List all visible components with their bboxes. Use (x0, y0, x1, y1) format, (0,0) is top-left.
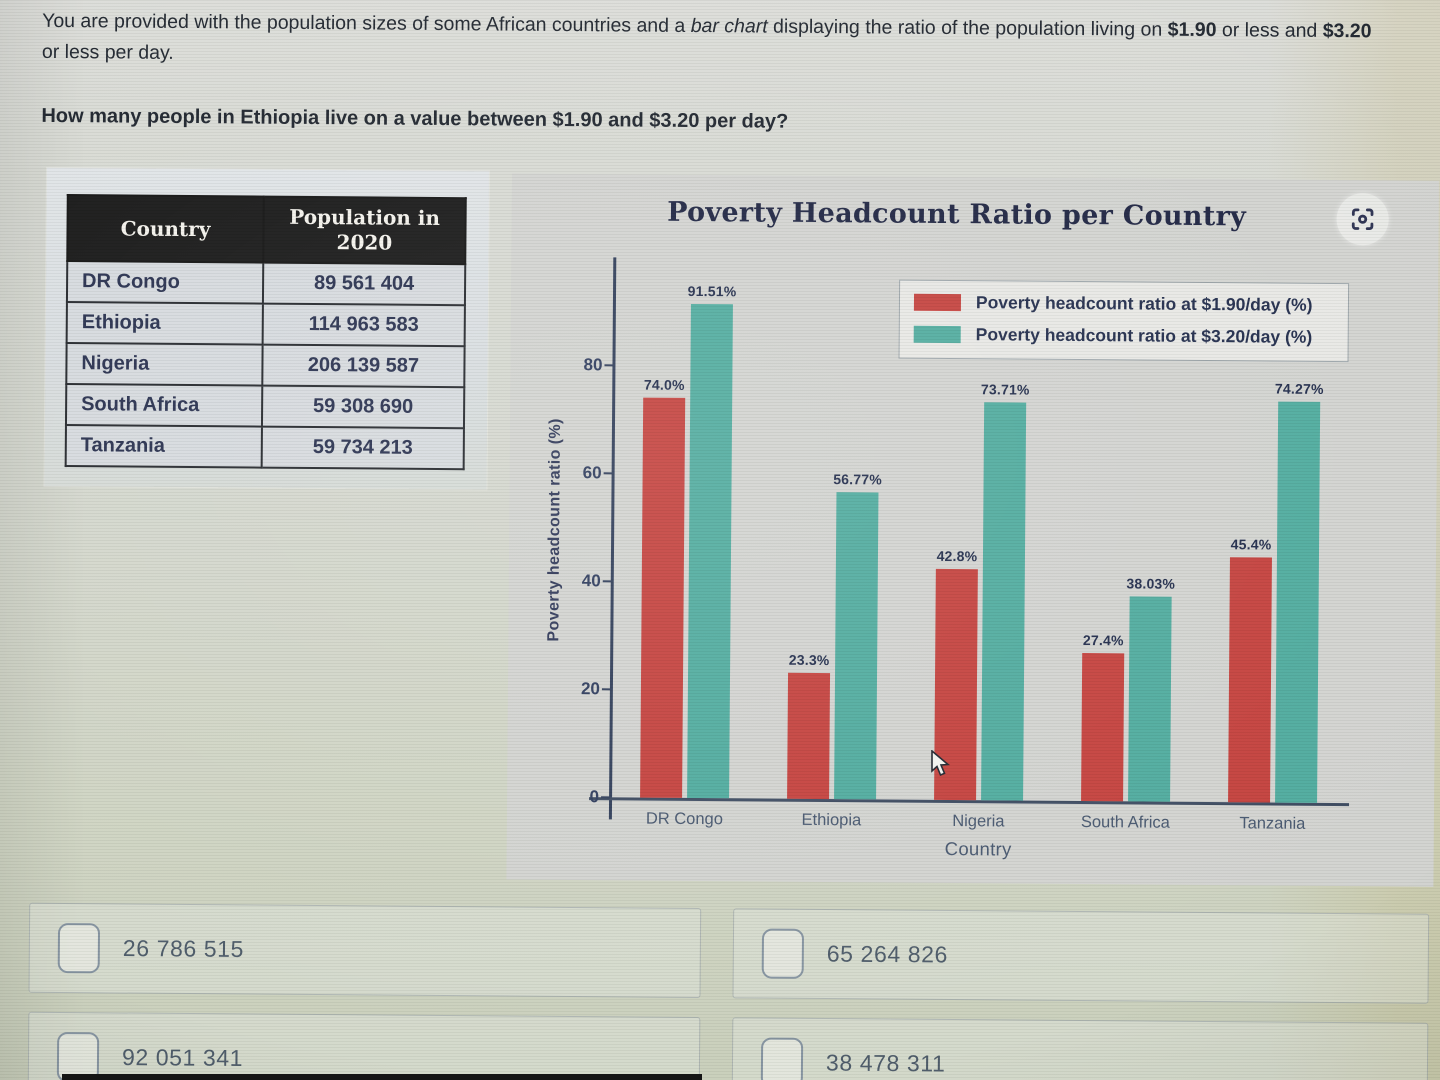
answer-checkbox[interactable] (760, 1037, 804, 1080)
answer-option-4[interactable]: 38 478 311 (731, 1017, 1429, 1080)
bar-dr-congo-1-90 (640, 397, 686, 798)
population-cell: 59 308 690 (261, 385, 465, 429)
answer-checkbox[interactable] (56, 1032, 100, 1080)
answer-label: 26 786 515 (122, 935, 245, 962)
answer-label: 92 051 341 (121, 1044, 244, 1071)
intro-text: displaying the ratio of the population l… (767, 15, 1168, 41)
answer-option-1[interactable]: 26 786 515 (28, 902, 702, 999)
y-tick-label-60: 60 (582, 463, 602, 483)
question-prompt: How many people in Ethiopia live on a va… (41, 104, 789, 133)
legend-label: Poverty headcount ratio at $1.90/day (%) (976, 292, 1313, 316)
bar-south-africa-1-90 (1081, 653, 1125, 802)
legend-item-3-20: Poverty headcount ratio at $3.20/day (%) (913, 324, 1334, 348)
question-block: You are provided with the population siz… (41, 6, 1372, 138)
bar-ethiopia-3-20 (834, 492, 879, 800)
amount-1-90: $1.90 (1167, 18, 1217, 42)
population-table: Country Population in 2020 DR Congo 89 56… (65, 194, 467, 470)
x-axis-title: Country (944, 837, 1012, 860)
bar-tanzania-1-90 (1228, 557, 1272, 803)
legend-label: Poverty headcount ratio at $3.20/day (%) (976, 324, 1313, 348)
y-tick-mark (601, 687, 611, 691)
y-tick-mark (601, 795, 611, 799)
table-row-nigeria: Nigeria 206 139 587 (66, 343, 465, 388)
country-cell: South Africa (65, 384, 263, 427)
bar-value-label: 91.51% (687, 282, 737, 300)
y-axis-label: Poverty headcount ratio (%) (545, 418, 565, 642)
legend-item-1-90: Poverty headcount ratio at $1.90/day (%) (913, 292, 1334, 316)
population-cell: 206 139 587 (262, 344, 465, 388)
x-tick-label-tanzania: Tanzania (1239, 814, 1306, 833)
population-table-panel: Country Population in 2020 DR Congo 89 56… (44, 167, 489, 490)
legend-label-amount: $3.20 (1201, 325, 1246, 347)
answer-label: 65 264 826 (826, 940, 949, 968)
population-cell: 89 561 404 (262, 262, 466, 306)
legend-swatch-icon (913, 293, 962, 312)
y-tick-label-0: 0 (589, 787, 600, 807)
answer-checkbox[interactable] (761, 928, 805, 979)
bar-value-label: 74.27% (1274, 380, 1324, 397)
table-row-south-africa: South Africa 59 308 690 (65, 384, 465, 429)
table-row-dr-congo: DR Congo 89 561 404 (66, 261, 466, 306)
answer-option-3[interactable]: 92 051 341 (27, 1011, 701, 1080)
amount-3-20: $3.20 (1322, 19, 1372, 43)
x-tick-label-south-africa: South Africa (1080, 813, 1170, 832)
poverty-chart-panel: Poverty Headcount Ratio per Country Pove… (506, 173, 1439, 887)
table-row-tanzania: Tanzania 59 734 213 (65, 425, 464, 470)
x-tick-label-dr-congo: DR Congo (645, 809, 723, 829)
bar-dr-congo-3-20 (687, 303, 733, 799)
bar-nigeria-3-20 (981, 402, 1027, 801)
intro-text: You are provided with the population siz… (42, 9, 691, 37)
x-tick-label-ethiopia: Ethiopia (801, 810, 862, 830)
y-tick-mark (603, 471, 613, 475)
legend-label-suffix: /day (%) (1245, 294, 1313, 315)
population-cell: 59 734 213 (261, 426, 464, 470)
mouse-cursor-icon (931, 750, 951, 777)
legend-label-prefix: Poverty headcount ratio at (975, 324, 1202, 346)
table-header-row: Country Population in 2020 (67, 195, 466, 265)
table-row-ethiopia: Ethiopia 114 963 583 (66, 302, 465, 347)
bar-value-label: 73.71% (980, 381, 1030, 398)
country-cell: Ethiopia (66, 302, 263, 345)
chart-legend: Poverty headcount ratio at $1.90/day (%)… (898, 279, 1350, 363)
y-tick-label-80: 80 (583, 355, 603, 375)
answer-label: 38 478 311 (825, 1049, 946, 1077)
table-header-population: Population in 2020 (263, 196, 466, 265)
answer-option-2[interactable]: 65 264 826 (732, 908, 1430, 1004)
population-cell: 114 963 583 (262, 303, 465, 347)
x-tick-label-nigeria: Nigeria (952, 812, 1005, 831)
intro-text: or less per day. (41, 40, 174, 64)
legend-label-amount: $1.90 (1201, 293, 1246, 315)
table-header-country: Country (67, 195, 264, 263)
answer-options: 26 786 515 65 264 826 92 051 341 38 478 311 (0, 902, 1433, 1080)
bar-ethiopia-1-90 (787, 672, 831, 800)
scan-chart-button[interactable] (1336, 193, 1389, 246)
y-tick-mark (602, 579, 612, 583)
intro-italic-bar-chart: bar chart (690, 14, 768, 38)
bar-south-africa-3-20 (1128, 596, 1172, 802)
country-cell: Tanzania (65, 425, 262, 468)
intro-text: or less and (1216, 19, 1323, 42)
bar-value-label: 38.03% (1126, 575, 1176, 592)
country-cell: Nigeria (66, 343, 263, 386)
y-axis-line (608, 257, 617, 820)
country-cell: DR Congo (66, 261, 264, 304)
bar-tanzania-3-20 (1275, 401, 1321, 803)
bar-value-label: 56.77% (833, 471, 882, 488)
y-tick-mark (604, 363, 614, 367)
answer-checkbox[interactable] (57, 923, 101, 974)
legend-swatch-icon (913, 325, 961, 344)
y-tick-label-40: 40 (581, 571, 601, 591)
photo-bottom-edge (62, 1074, 702, 1080)
legend-label-suffix: /day (%) (1245, 326, 1313, 347)
chart-title: Poverty Headcount Ratio per Country (667, 196, 1247, 233)
legend-label-prefix: Poverty headcount ratio at (975, 292, 1202, 314)
center-focus-icon (1351, 208, 1374, 231)
y-tick-label-20: 20 (580, 679, 600, 699)
question-intro: You are provided with the population siz… (42, 6, 1372, 78)
